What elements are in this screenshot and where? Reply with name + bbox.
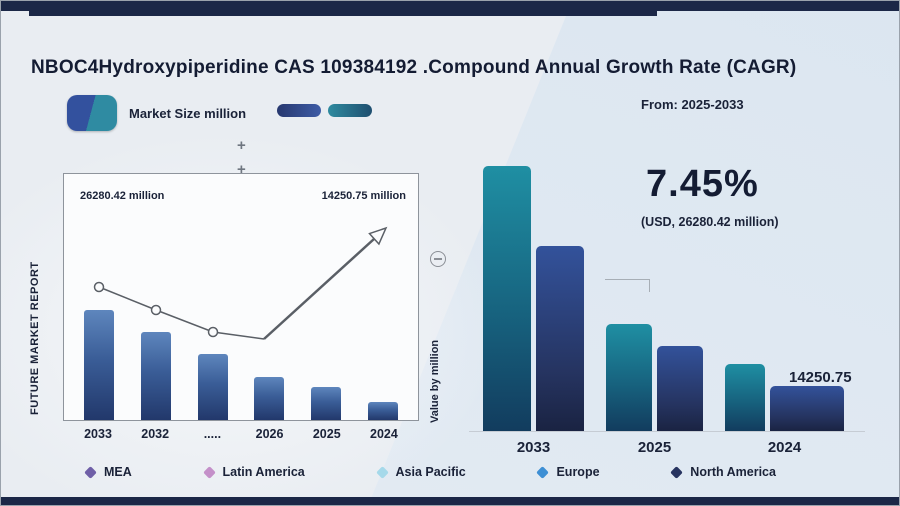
left-chart-bar <box>254 377 285 420</box>
legend-diamond-icon <box>375 465 389 479</box>
left-chart-x-label: 2025 <box>312 427 341 441</box>
right-chart-x-label: 2025 <box>637 439 672 456</box>
right-chart-groups: 2033 2025 2024 <box>483 161 875 456</box>
legend-diamond-icon <box>202 465 216 479</box>
legend-item-asia-pacific: Asia Pacific <box>375 465 466 479</box>
top-navy-strip <box>1 1 899 11</box>
right-chart-group: 2025 <box>606 324 703 456</box>
left-chart-x-label: 2032 <box>141 427 170 441</box>
cagr-note: (USD, 26280.42 million) <box>641 215 779 229</box>
legend-label: Latin America <box>222 465 305 479</box>
legend-diamond-icon <box>84 465 97 479</box>
right-chart-bar <box>725 364 765 431</box>
minus-circle-icon <box>430 251 446 267</box>
navy-pill-icon <box>277 104 321 117</box>
legend-item-north-america: North America <box>670 465 776 479</box>
bottom-navy-strip <box>1 497 899 505</box>
legend-label: MEA <box>104 465 132 479</box>
teal-pill-icon <box>328 104 372 117</box>
left-chart-x-labels: 2033 2032..... 2026 2025 2024 <box>63 427 419 441</box>
top-navy-strip-secondary <box>29 11 657 16</box>
market-size-label: Market Size million <box>129 105 247 121</box>
left-chart-panel: 26280.42 million 14250.75 million <box>63 173 419 421</box>
left-chart-bars <box>64 174 418 420</box>
right-chart-x-label: 2024 <box>767 439 802 456</box>
right-chart-bar <box>606 324 652 431</box>
left-chart-x-label: 2033 <box>84 427 112 441</box>
legend-item-mea: MEA <box>84 465 132 479</box>
right-chart-group: 2033 <box>483 166 584 456</box>
left-chart-bar <box>197 354 228 420</box>
left-chart-bar <box>367 402 398 420</box>
right-chart-group: 2024 <box>725 364 844 456</box>
plus-icon: + <box>237 161 246 178</box>
legend-label: Asia Pacific <box>395 465 466 479</box>
corner-bracket-decoration <box>605 279 650 292</box>
page-title: NBOC4Hydroxypiperidine CAS 109384192 .Co… <box>31 57 797 78</box>
right-chart-bar <box>536 246 584 431</box>
left-chart-bar <box>140 332 171 420</box>
region-legend: MEA Latin America Asia Pacific Europe North … <box>84 465 776 479</box>
left-chart-start-value: 26280.42 million <box>80 190 165 202</box>
right-chart-baseline <box>469 431 865 432</box>
date-range-label: From: 2025-2033 <box>641 97 744 112</box>
left-chart-bar <box>311 387 342 420</box>
legend-item-europe: Europe <box>536 465 600 479</box>
left-chart-end-value: 14250.75 million <box>321 190 406 202</box>
right-chart-bar <box>657 346 703 431</box>
right-chart-end-value-label: 14250.75 <box>789 369 852 386</box>
legend-diamond-icon <box>536 465 550 479</box>
left-chart-bar <box>84 310 114 420</box>
left-chart-x-label: 2026 <box>255 427 284 441</box>
cagr-value: 7.45% <box>646 163 759 205</box>
legend-item-latin-america: Latin America <box>202 465 305 479</box>
left-chart-y-axis-label: FUTURE MARKET REPORT <box>29 261 41 415</box>
left-chart-x-label: 2024 <box>370 427 398 441</box>
right-chart-bar <box>483 166 531 431</box>
right-chart-y-axis-label: Value by million <box>429 339 441 423</box>
legend-label: Europe <box>556 465 600 479</box>
gradient-pill-pair-icon <box>277 104 372 117</box>
right-chart-bar <box>770 386 844 431</box>
legend-diamond-icon <box>670 465 684 479</box>
market-size-pill-icon <box>67 95 117 131</box>
right-chart-x-label: 2033 <box>516 439 551 456</box>
legend-label: North America <box>690 465 776 479</box>
market-size-legend: Market Size million <box>67 95 246 131</box>
plus-icon: + <box>237 137 246 154</box>
left-chart-x-label: ..... <box>203 427 222 441</box>
